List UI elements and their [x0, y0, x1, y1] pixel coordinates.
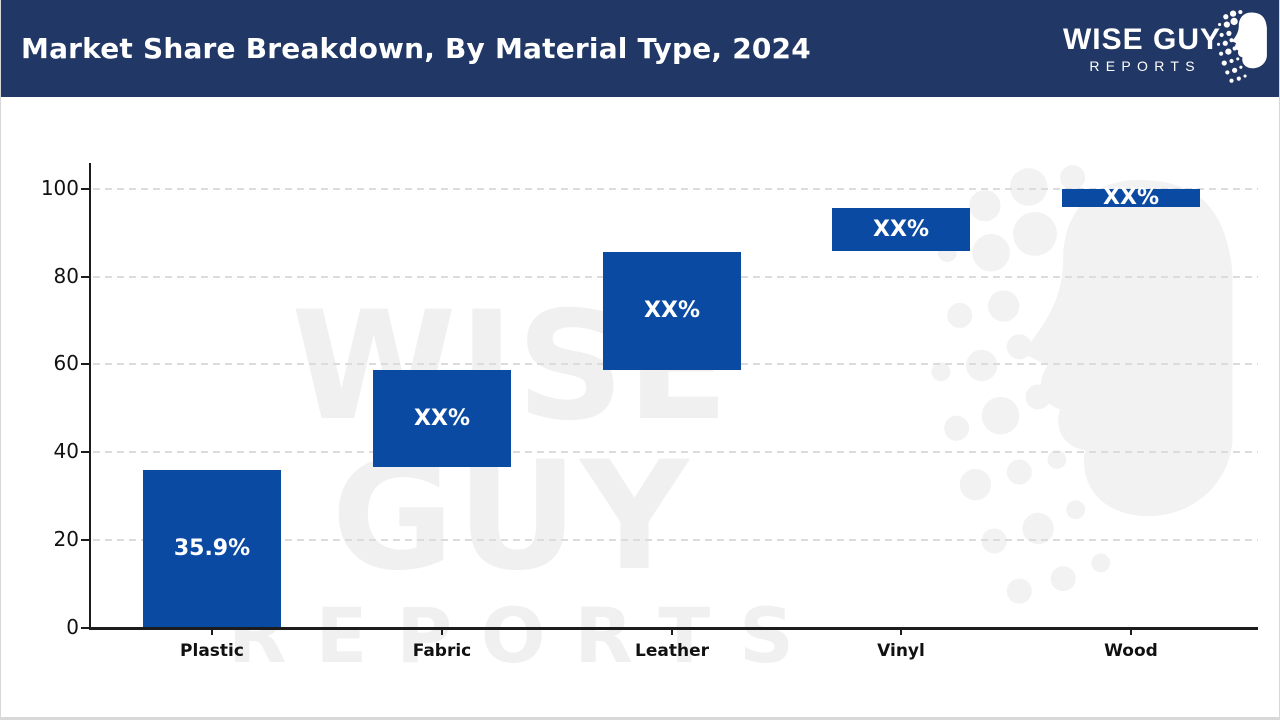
x-axis-tick-mark: [900, 626, 902, 635]
x-axis-category-label: Plastic: [180, 640, 244, 661]
y-axis-tick-label: 80: [53, 263, 79, 288]
chart-title: Market Share Breakdown, By Material Type…: [21, 32, 811, 65]
y-axis-tick-mark: [81, 451, 89, 454]
x-axis-tick-mark: [441, 626, 443, 635]
gridline-100: [93, 188, 1258, 190]
y-axis-line: [89, 163, 91, 630]
bar-fabric: XX%: [373, 369, 511, 468]
bar-leather: XX%: [603, 252, 741, 370]
bar-value-label: XX%: [873, 217, 929, 243]
x-axis-tick-mark: [211, 626, 213, 635]
x-axis-category-label: Vinyl: [877, 640, 925, 661]
logo-face-icon: [1216, 9, 1267, 83]
bar-wood: XX%: [1062, 185, 1200, 210]
y-axis-tick-mark: [81, 626, 89, 629]
x-axis-category-label: Leather: [635, 640, 709, 661]
wiseguy-logo: WISE GUY REPORTS: [1062, 9, 1273, 88]
x-axis-tick-mark: [671, 626, 673, 635]
logo-wordmark: WISE GUY: [1062, 22, 1221, 56]
x-axis-category-label: Wood: [1104, 640, 1158, 661]
y-axis-tick-mark: [81, 188, 89, 190]
bar-value-label: XX%: [414, 406, 470, 432]
gridline-20: [93, 538, 1258, 541]
y-axis-tick-label: 100: [40, 176, 79, 200]
watermark-line2: REPORTS: [228, 591, 823, 680]
header: Market Share Breakdown, By Material Type…: [1, 0, 1279, 97]
plot-area: WISE GUY REPORTS 0 20 40 60 80 100 35.9% Plasti…: [1, 97, 1279, 717]
watermark-face-icon: [931, 165, 1233, 604]
y-axis-tick-label: 20: [53, 526, 79, 551]
x-axis-line: [89, 626, 1258, 630]
gridline-40: [93, 451, 1258, 454]
y-axis-tick-mark: [81, 538, 89, 541]
bar-value-label: XX%: [644, 298, 700, 324]
y-axis-tick-mark: [81, 363, 89, 366]
y-axis-tick-label: 60: [53, 351, 79, 376]
logo-subtext: REPORTS: [1089, 57, 1201, 74]
bar-value-label: 35.9%: [173, 536, 251, 562]
x-axis-category-label: Fabric: [412, 640, 472, 661]
bar-value-label: XX%: [1103, 185, 1159, 211]
logo-text: WISE GUY REPORTS: [1062, 22, 1221, 74]
y-axis-tick-label: 0: [66, 614, 79, 639]
y-axis-tick-label: 40: [53, 439, 79, 464]
bar-vinyl: XX%: [832, 208, 970, 251]
bar-plastic: 35.9%: [143, 470, 281, 628]
y-axis-tick-mark: [81, 275, 89, 278]
x-axis-tick-mark: [1130, 626, 1132, 635]
